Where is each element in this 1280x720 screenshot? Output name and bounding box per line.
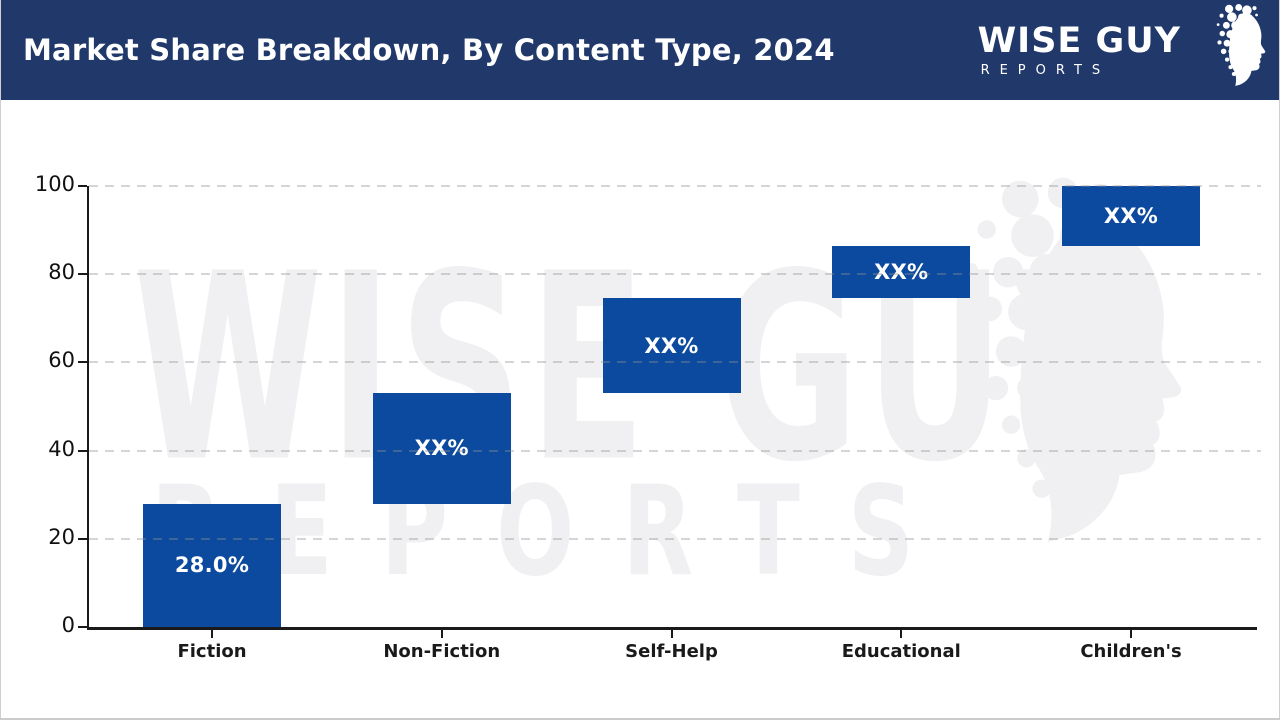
x-axis-tick (1130, 629, 1132, 638)
x-axis-label: Non-Fiction (383, 641, 501, 662)
logo-sub-text: REPORTS (980, 62, 1111, 78)
x-axis-tick (900, 629, 903, 638)
y-axis-tick (78, 273, 87, 276)
gridline-40 (89, 449, 1261, 452)
x-axis-label: Children's (1080, 641, 1182, 662)
brand-logo-text: WISE GUY REPORTS (977, 20, 1181, 78)
gridline-100 (89, 185, 1261, 187)
bar-value-label: XX% (1103, 203, 1159, 228)
bar-non-fiction: XX% (372, 393, 511, 504)
y-axis-tick (78, 626, 87, 628)
y-axis-tick (78, 537, 87, 540)
x-axis-label: Fiction (177, 641, 247, 662)
bar-children-s: XX% (1062, 186, 1200, 246)
chart-title: Market Share Breakdown, By Content Type,… (23, 33, 835, 67)
y-axis-label: 80 (48, 260, 75, 285)
x-axis-tick (670, 629, 673, 638)
gridline-20 (89, 537, 1261, 540)
y-axis-label: 60 (48, 348, 75, 373)
bar-value-label: XX% (414, 436, 469, 461)
y-axis-spine (87, 186, 89, 630)
x-axis-spine (87, 627, 1257, 630)
y-axis-tick (78, 185, 87, 187)
y-axis-tick (78, 361, 87, 364)
x-axis-label: Educational (841, 641, 961, 662)
header-bar: Market Share Breakdown, By Content Type,… (1, 0, 1279, 100)
bar-value-label: XX% (874, 259, 929, 284)
bar-educational: XX% (832, 245, 971, 299)
x-axis-tick (211, 629, 213, 638)
x-axis-label: Self-Help (625, 641, 718, 662)
gridline-60 (89, 361, 1261, 364)
gridline-80 (89, 273, 1261, 276)
y-axis-label: 40 (48, 436, 75, 461)
logo-brand-text: WISE GUY (977, 20, 1181, 61)
brand-logo: WISE GUY REPORTS (978, 2, 1267, 98)
y-axis-label: 100 (34, 172, 75, 196)
wise-guy-face-icon (1216, 4, 1266, 86)
bar-self-help: XX% (602, 298, 741, 394)
y-axis-label: 0 (61, 613, 75, 637)
bar-value-label: 28.0% (174, 553, 250, 578)
bar-value-label: XX% (644, 333, 699, 358)
x-axis-tick (440, 629, 443, 638)
y-axis-label: 20 (48, 524, 75, 549)
y-axis-tick (78, 449, 87, 452)
bar-fiction: 28.0% (143, 503, 281, 627)
